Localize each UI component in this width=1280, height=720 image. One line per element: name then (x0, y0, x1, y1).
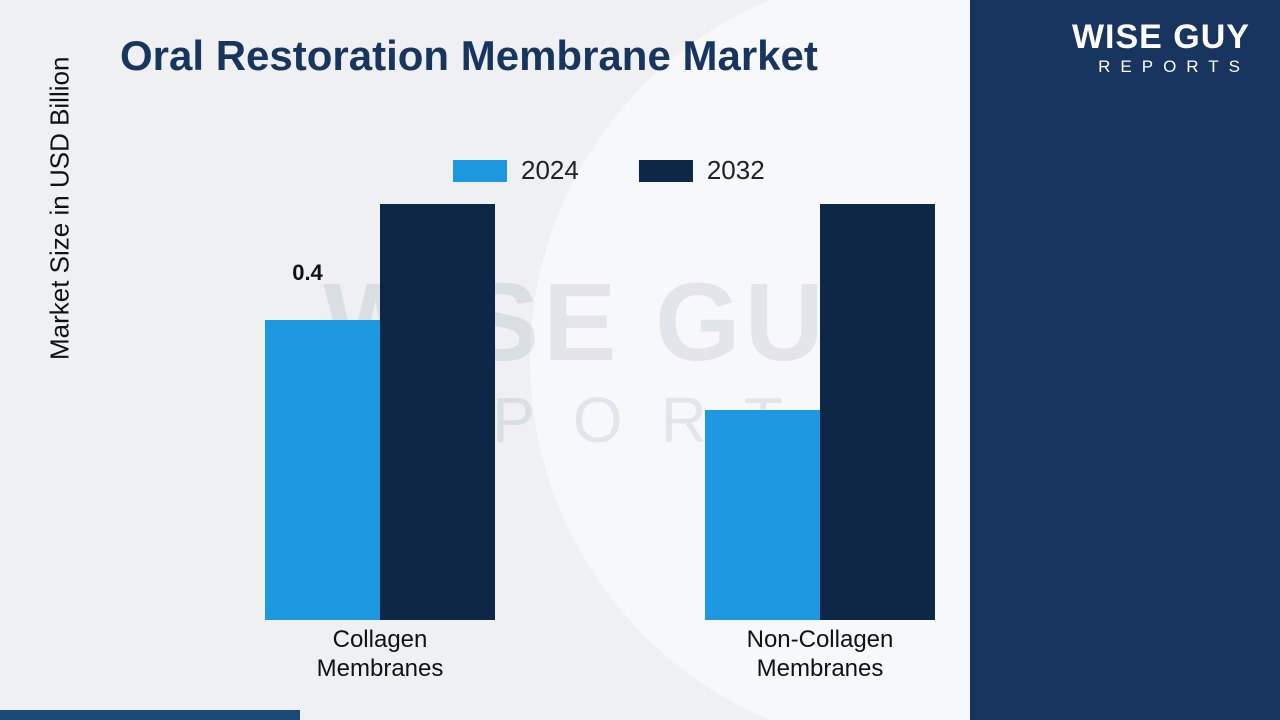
y-axis-label: Market Size in USD Billion (45, 57, 76, 360)
legend-swatch (453, 160, 507, 182)
bar (380, 204, 495, 620)
category-label: CollagenMembranes (250, 620, 510, 684)
bar (705, 410, 820, 620)
bar (265, 320, 380, 620)
bar-group: Non-CollagenMembranes (690, 204, 950, 620)
side-panel (970, 0, 1280, 720)
legend-item: 2024 (453, 155, 579, 186)
bar-value-label: 0.4 (292, 260, 323, 290)
legend: 2024 2032 (453, 155, 765, 186)
bottom-accent-bar (0, 710, 300, 720)
plot-area: 0.4CollagenMembranes Non-CollagenMembrane… (130, 200, 960, 620)
chart-title: Oral Restoration Membrane Market (120, 32, 818, 80)
legend-swatch (639, 160, 693, 182)
legend-label: 2032 (707, 155, 765, 186)
brand-logo: WISE GUY REPORTS (1072, 20, 1250, 75)
bar (820, 204, 935, 620)
category-label: Non-CollagenMembranes (690, 620, 950, 684)
brand-line1: WISE GUY (1072, 20, 1250, 54)
brand-line2: REPORTS (1072, 58, 1250, 75)
bar-group: 0.4CollagenMembranes (250, 204, 510, 620)
legend-label: 2024 (521, 155, 579, 186)
chart-canvas: WISE GUY REPORTS Oral Restoration Membra… (0, 0, 1280, 720)
legend-item: 2032 (639, 155, 765, 186)
